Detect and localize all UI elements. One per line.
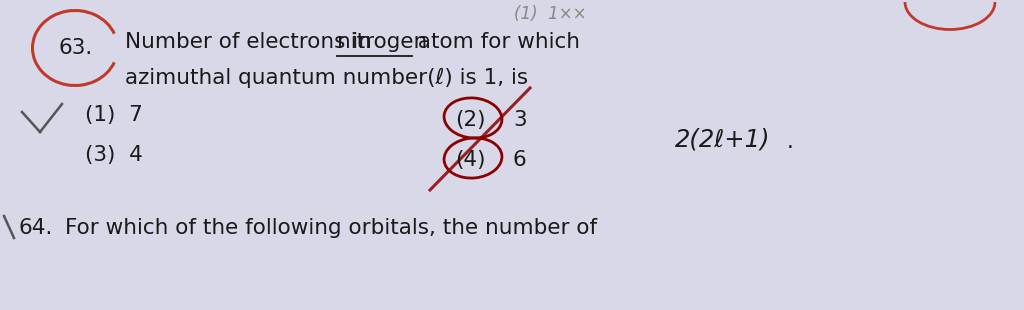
Text: .: . bbox=[787, 132, 794, 152]
Text: 2(2ℓ+1): 2(2ℓ+1) bbox=[675, 128, 770, 152]
Text: nitrogen: nitrogen bbox=[337, 32, 427, 52]
Text: 64.: 64. bbox=[18, 218, 52, 238]
Text: (2): (2) bbox=[455, 110, 485, 130]
Text: azimuthal quantum number(ℓ) is 1, is: azimuthal quantum number(ℓ) is 1, is bbox=[125, 68, 528, 88]
Text: 6: 6 bbox=[513, 150, 526, 170]
Text: (1)  1××: (1) 1×× bbox=[514, 5, 587, 23]
Text: For which of the following orbitals, the number of: For which of the following orbitals, the… bbox=[65, 218, 597, 238]
Text: atom for which: atom for which bbox=[412, 32, 581, 52]
Text: (1)  7: (1) 7 bbox=[85, 105, 143, 125]
Text: Number of electrons in: Number of electrons in bbox=[125, 32, 379, 52]
Text: 63.: 63. bbox=[58, 38, 93, 58]
Text: (3)  4: (3) 4 bbox=[85, 145, 143, 165]
Text: (4): (4) bbox=[455, 150, 485, 170]
Text: 3: 3 bbox=[513, 110, 526, 130]
